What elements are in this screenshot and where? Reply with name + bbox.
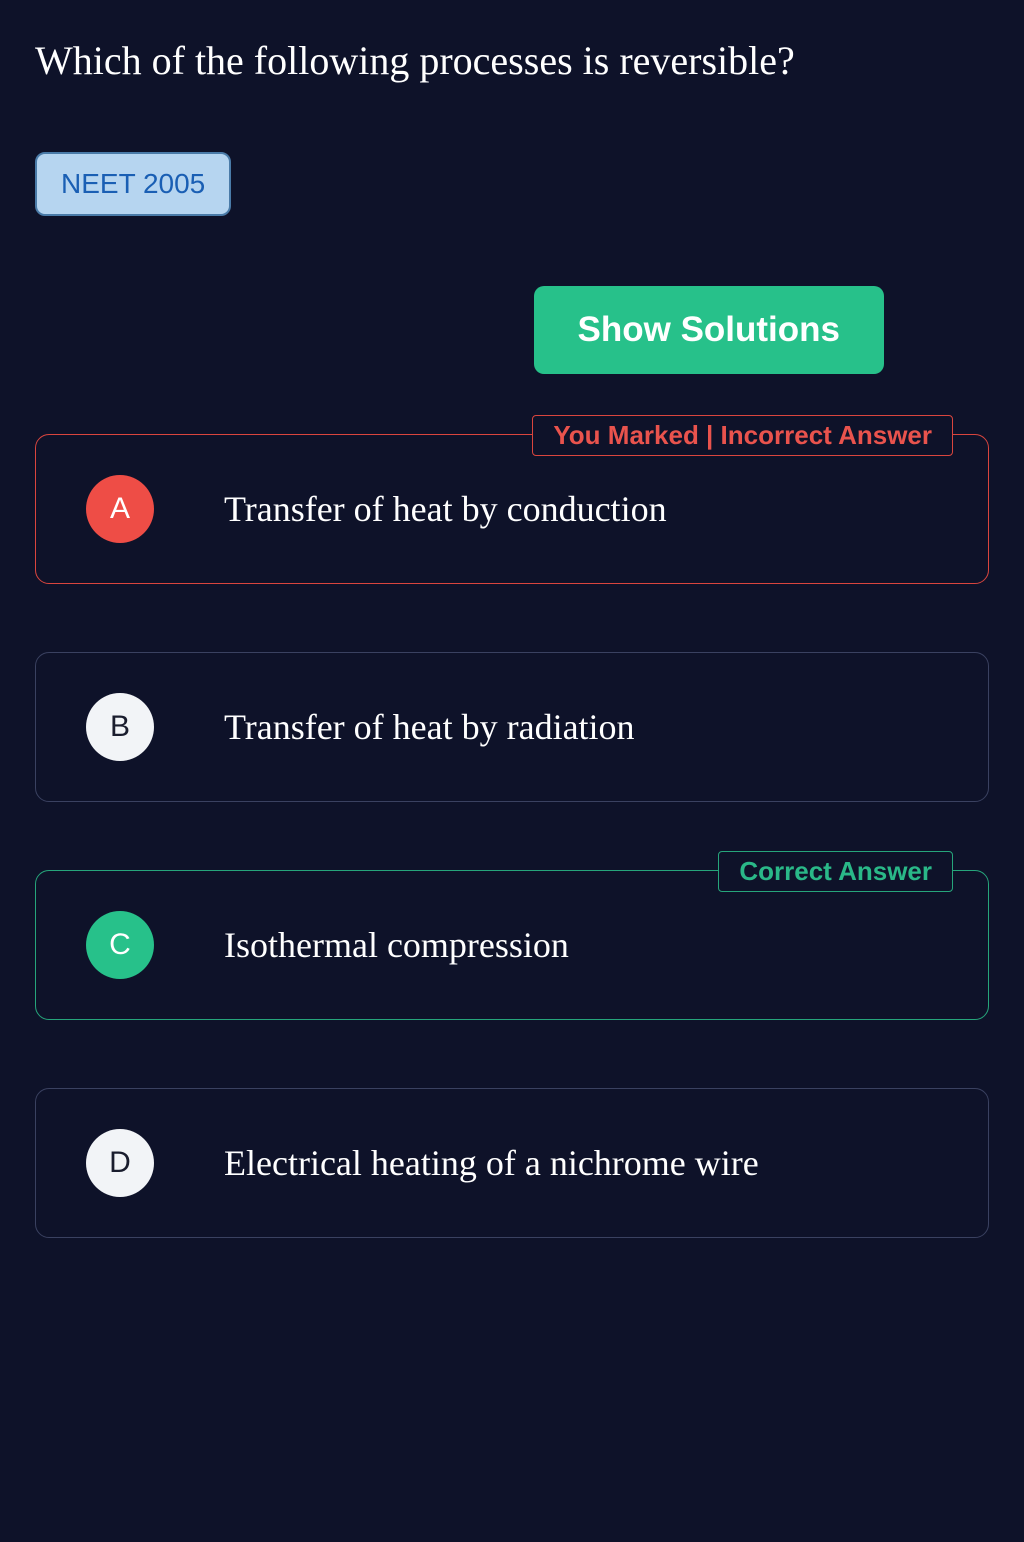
solutions-row: Show Solutions: [35, 286, 989, 374]
show-solutions-button[interactable]: Show Solutions: [534, 286, 884, 374]
option-card-c[interactable]: Correct Answer C Isothermal compression: [35, 870, 989, 1020]
status-label-correct: Correct Answer: [718, 851, 953, 892]
option-text-b: Transfer of heat by radiation: [224, 706, 635, 748]
option-card-b[interactable]: B Transfer of heat by radiation: [35, 652, 989, 802]
options-container: You Marked | Incorrect Answer A Transfer…: [35, 434, 989, 1238]
option-text-a: Transfer of heat by conduction: [224, 488, 667, 530]
option-letter-b: B: [86, 693, 154, 761]
option-text-c: Isothermal compression: [224, 924, 569, 966]
question-text: Which of the following processes is reve…: [35, 30, 989, 92]
option-letter-d: D: [86, 1129, 154, 1197]
option-letter-c: C: [86, 911, 154, 979]
exam-tag-badge: NEET 2005: [35, 152, 231, 216]
option-text-d: Electrical heating of a nichrome wire: [224, 1142, 759, 1184]
option-card-a[interactable]: You Marked | Incorrect Answer A Transfer…: [35, 434, 989, 584]
option-card-d[interactable]: D Electrical heating of a nichrome wire: [35, 1088, 989, 1238]
status-label-incorrect: You Marked | Incorrect Answer: [532, 415, 953, 456]
option-letter-a: A: [86, 475, 154, 543]
